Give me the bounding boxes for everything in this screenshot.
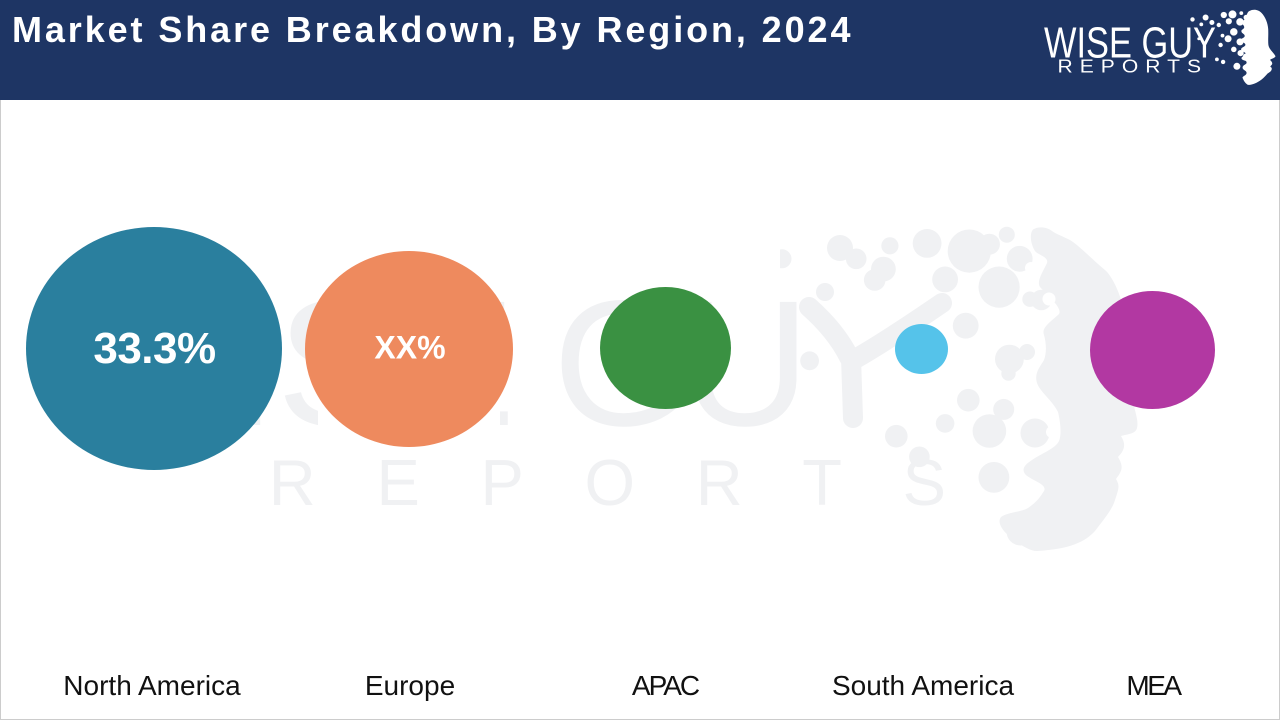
- svg-text:REPORTS: REPORTS: [1058, 57, 1209, 77]
- svg-text:WISE GUY: WISE GUY: [1044, 19, 1216, 68]
